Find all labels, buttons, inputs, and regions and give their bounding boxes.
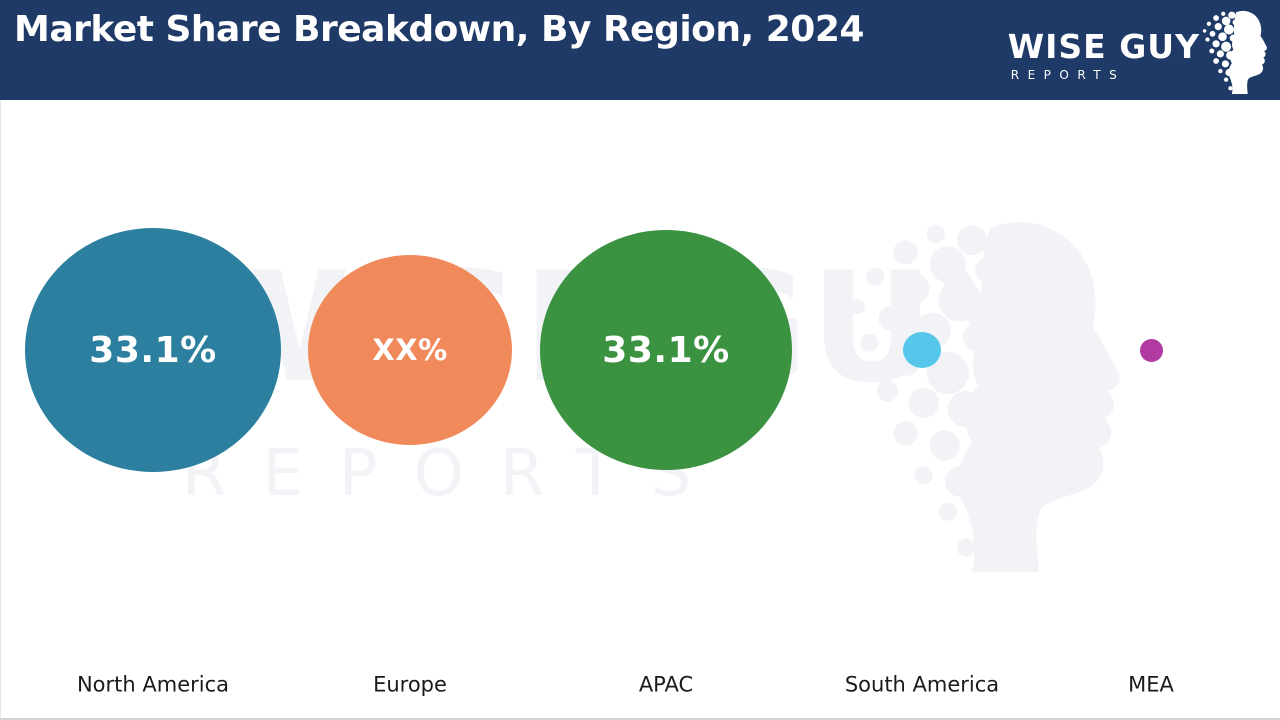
frame-border-left <box>0 100 1 720</box>
label-south-america: South America <box>844 672 1000 697</box>
bubble-value-north-america: 33.1% <box>89 329 217 371</box>
bubble-mea <box>1139 338 1163 362</box>
bubble-apac: 33.1% <box>540 230 792 470</box>
frame-border-bottom <box>0 718 1280 720</box>
logo-wordmark: WISE GUY <box>1007 27 1200 66</box>
label-north-america: North America <box>76 672 230 697</box>
bubble-north-america: 33.1% <box>25 228 281 472</box>
bubble-europe: XX% <box>308 255 512 445</box>
bubble-south-america <box>903 332 941 368</box>
label-mea: MEA <box>1128 672 1174 697</box>
bubble-value-apac: 33.1% <box>602 329 730 371</box>
logo-face-icon <box>1202 10 1267 94</box>
logo-text: WISE GUY REPORTS <box>1008 30 1200 82</box>
header: Market Share Breakdown, By Region, 2024 … <box>0 0 1280 100</box>
logo-subtext: REPORTS <box>1010 68 1126 82</box>
page-title: Market Share Breakdown, By Region, 2024 <box>14 9 864 50</box>
wiseguy-logo: WISE GUY REPORTS <box>1008 8 1274 94</box>
label-europe: Europe <box>373 672 447 697</box>
label-apac: APAC <box>638 672 694 697</box>
bubble-value-europe: XX% <box>372 333 448 367</box>
